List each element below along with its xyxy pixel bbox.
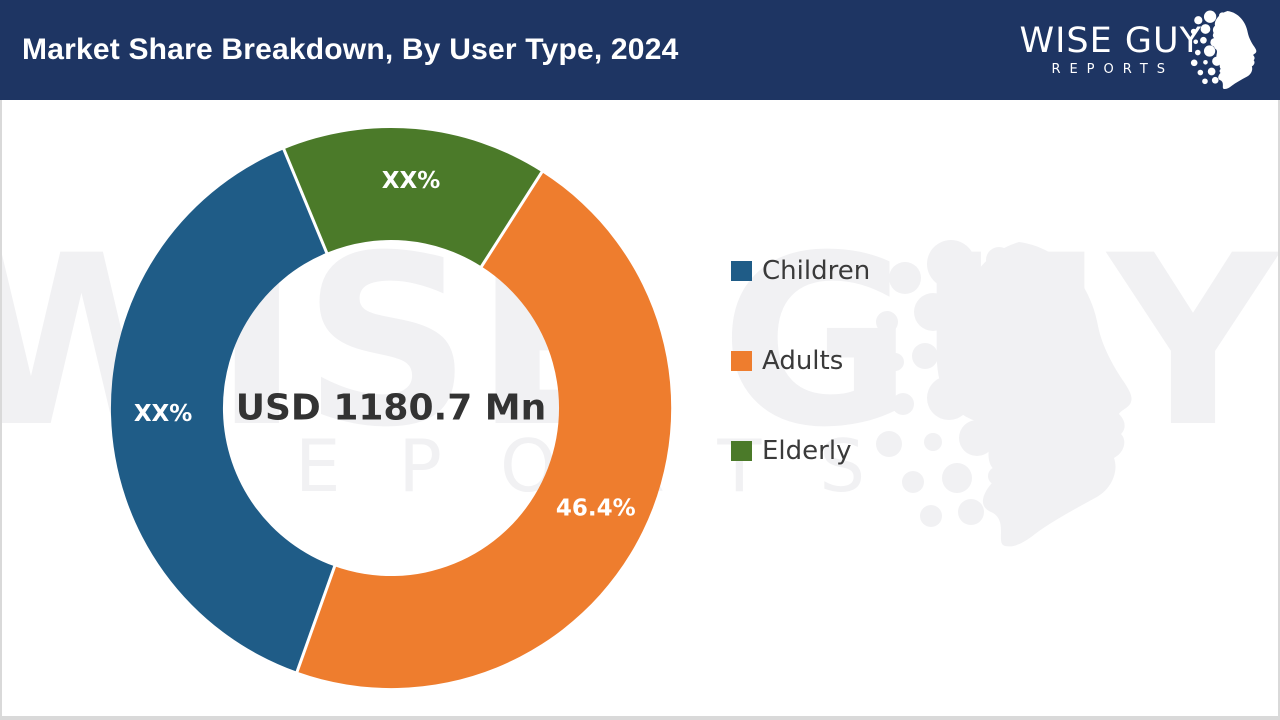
donut-segment-children (110, 149, 335, 672)
donut-segment-label-adults: 46.4% (556, 495, 636, 521)
donut-segment-elderly (283, 127, 542, 267)
legend-swatch-elderly (731, 441, 752, 461)
donut-segment-label-children: XX% (134, 401, 193, 427)
logo-text: WISE GUY REPORTS (1019, 21, 1202, 77)
legend-label-elderly: Elderly (762, 436, 852, 466)
logo-brand-name: WISE GUY (1019, 21, 1202, 61)
legend-item-children: Children (731, 257, 870, 285)
donut-segment-adults (297, 172, 672, 689)
donut-segment-label-elderly: XX% (382, 168, 441, 194)
legend-swatch-adults (731, 351, 752, 371)
wiseguy-logo: WISE GUY REPORTS (1019, 9, 1266, 91)
segment-separator (478, 169, 545, 271)
legend-label-adults: Adults (762, 346, 844, 376)
donut-chart: XX% 46.4% XX% USD 1180.7 Mn (110, 127, 672, 689)
chart-legend: Children Adults Elderly (731, 257, 870, 527)
legend-item-elderly: Elderly (731, 437, 870, 465)
legend-item-adults: Adults (731, 347, 870, 375)
legend-swatch-children (731, 261, 752, 281)
segment-separator (294, 561, 338, 675)
donut-center-value: USD 1180.7 Mn (236, 388, 546, 429)
legend-label-children: Children (762, 256, 871, 286)
logo-brand-subtitle: REPORTS (1051, 62, 1175, 77)
page-title: Market Share Breakdown, By User Type, 20… (22, 33, 679, 66)
segment-separator (281, 146, 330, 258)
wiseguy-face-icon (1190, 10, 1257, 90)
header-bar: Market Share Breakdown, By User Type, 20… (0, 0, 1280, 100)
chart-area: WISE GUY REPORTS XX%46.4%XX%USD 1180.7 M… (0, 100, 1280, 720)
